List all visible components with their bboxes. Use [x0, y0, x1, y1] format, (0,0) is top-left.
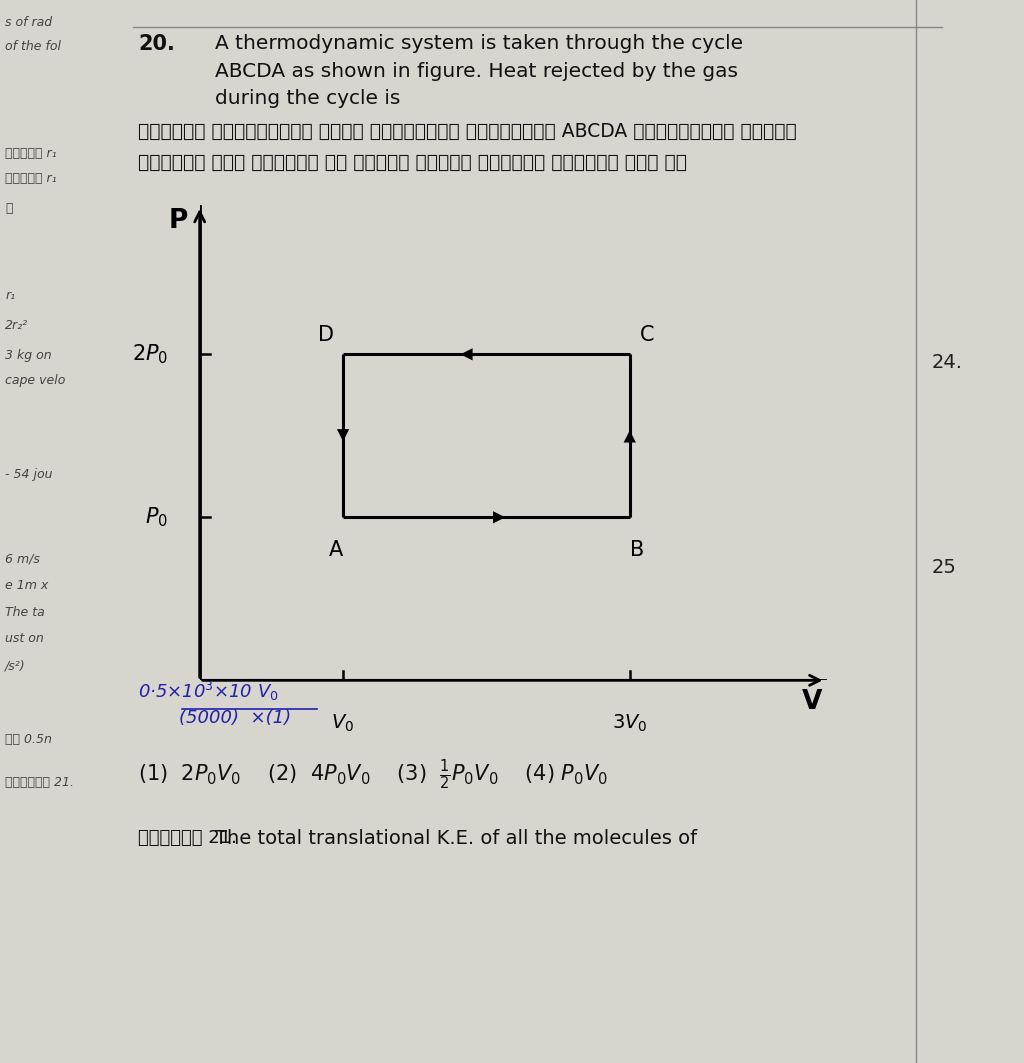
Text: প্রশ্ন 21.: প্রশ্ন 21.: [138, 829, 238, 847]
Text: - 54 jou: - 54 jou: [5, 468, 52, 480]
Text: চিত্রে প্রদর্শিত একটি তাপগতীয় সংস্থাকে ABCDA চক্রবরাবর নিয়ে: চিত্রে প্রদর্শিত একটি তাপগতীয় সংস্থাকে …: [138, 122, 797, 141]
Text: 0·5×10$^3$×10 $V_0$: 0·5×10$^3$×10 $V_0$: [138, 680, 279, 704]
Text: ust on: ust on: [5, 632, 44, 645]
Text: B: B: [630, 540, 644, 560]
Text: r₁: r₁: [5, 289, 15, 302]
Text: ক্রমে r₁: ক্রমে r₁: [5, 147, 56, 159]
Text: প্রশ্ন 21.: প্রশ্ন 21.: [5, 776, 74, 789]
Text: তা 0.5n: তা 0.5n: [5, 733, 52, 746]
Text: P: P: [169, 207, 187, 234]
Text: $3V_0$: $3V_0$: [612, 713, 647, 735]
Text: $P_0$: $P_0$: [145, 506, 168, 529]
Text: V: V: [803, 689, 822, 714]
Text: D: D: [317, 324, 334, 344]
Text: 2r₂²: 2r₂²: [5, 319, 29, 332]
Text: 24.: 24.: [932, 353, 963, 372]
Text: e 1m x: e 1m x: [5, 579, 48, 592]
Text: ন্যদি r₁: ন্যদি r₁: [5, 172, 56, 185]
Text: ABCDA as shown in figure. Heat rejected by the gas: ABCDA as shown in figure. Heat rejected …: [215, 62, 738, 81]
Text: (1)  $2P_0V_0$    (2)  $4P_0V_0$    (3)  $\frac{1}{2}P_0V_0$    (4) $P_0V_0$: (1) $2P_0V_0$ (2) $4P_0V_0$ (3) $\frac{1…: [138, 758, 608, 792]
Text: 6 m/s: 6 m/s: [5, 553, 40, 566]
Text: (5000)  ×(1): (5000) ×(1): [179, 709, 291, 727]
Text: য: য: [5, 202, 12, 215]
Text: 20.: 20.: [138, 34, 175, 54]
Text: যাওয়া হল। সুতরাং এই চক্রে গ্যাস কর্তৃক বর্জিত তাপ হল: যাওয়া হল। সুতরাং এই চক্রে গ্যাস কর্তৃক …: [138, 153, 687, 172]
Text: $V_0$: $V_0$: [332, 713, 354, 735]
Text: The total translational K.E. of all the molecules of: The total translational K.E. of all the …: [215, 829, 697, 848]
Text: s of rad: s of rad: [5, 16, 52, 29]
Text: 25: 25: [932, 558, 956, 577]
Text: during the cycle is: during the cycle is: [215, 89, 400, 108]
Text: A thermodynamic system is taken through the cycle: A thermodynamic system is taken through …: [215, 34, 743, 53]
Text: /s²): /s²): [5, 659, 26, 672]
Text: cape velo: cape velo: [5, 374, 66, 387]
Text: of the fol: of the fol: [5, 40, 61, 53]
Text: A: A: [329, 540, 343, 560]
Text: The ta: The ta: [5, 606, 45, 619]
Text: 3 kg on: 3 kg on: [5, 349, 52, 361]
Text: C: C: [640, 324, 654, 344]
Text: $2P_0$: $2P_0$: [132, 342, 168, 366]
